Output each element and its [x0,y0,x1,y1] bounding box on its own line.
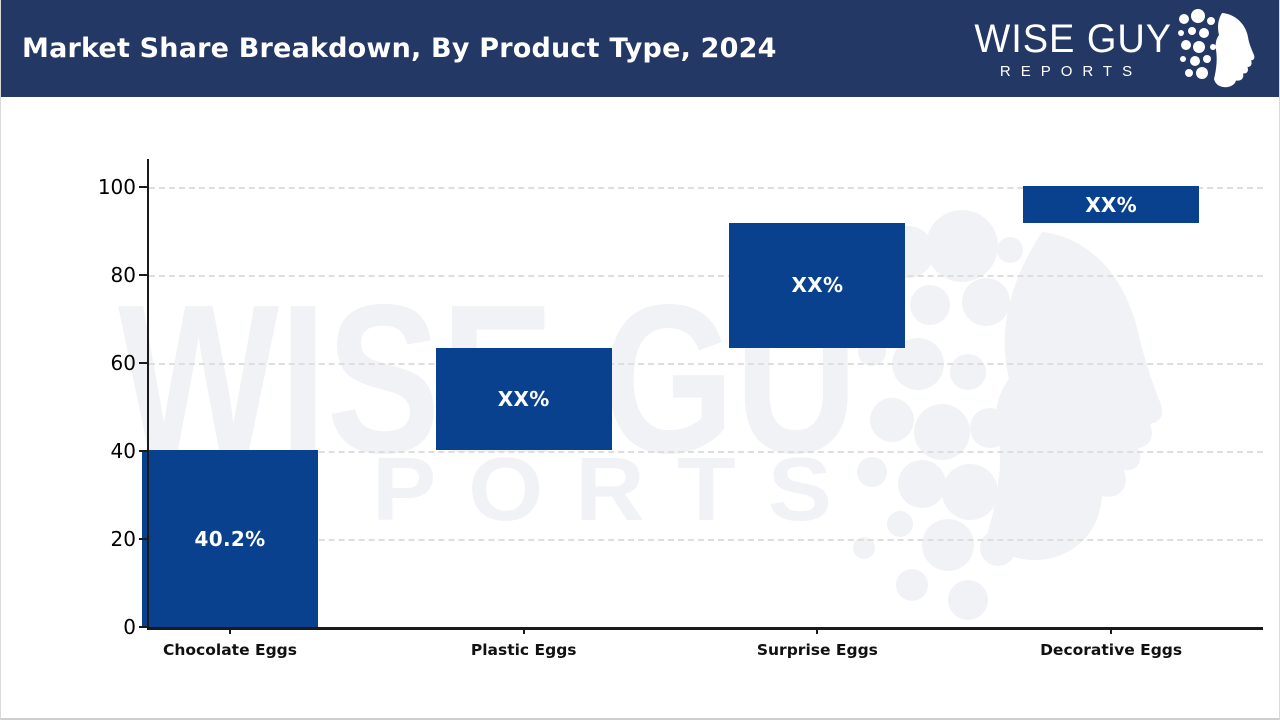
y-tick-label: 80 [110,263,136,287]
y-tick-mark [139,626,147,628]
logo-line2: REPORTS [999,62,1143,80]
y-tick-mark [139,362,147,364]
x-tick-mark [522,627,525,634]
x-tick-mark [229,627,231,634]
bar-value-label: 40.2% [194,526,266,551]
bar-chocolate-eggs: 40.2% [142,450,318,627]
y-tick-label: 100 [97,175,136,199]
x-tick-label: Plastic Eggs [470,641,577,659]
logo-wordmark: WISE GUY REPORTS [964,19,1172,79]
gridline-60 [149,363,1263,365]
y-tick-mark [139,538,147,540]
y-tick-label: 40 [110,439,136,463]
x-tick-mark [816,627,819,634]
wiseguy-face-icon [1178,8,1255,87]
wiseguy-logo: WISE GUY REPORTS [964,8,1260,89]
y-tick-mark [139,186,147,188]
logo-line1: WISE GUY [974,16,1172,61]
x-axis-spine [147,627,1263,630]
watermark-line2: PORTS [372,440,864,540]
bar-surprise-eggs: XX% [729,223,906,348]
x-tick-mark [1110,627,1113,634]
x-tick-label: Surprise Eggs [756,641,878,659]
y-axis-spine [147,159,149,629]
y-tick-mark [139,450,147,452]
bar-value-label: XX% [1085,192,1137,217]
x-tick-label: Decorative Eggs [1040,641,1183,659]
page-title: Market Share Breakdown, By Product Type,… [22,33,777,64]
header: Market Share Breakdown, By Product Type,… [0,0,1280,97]
y-tick-label: 0 [123,615,136,639]
y-tick-label: 20 [110,527,136,551]
x-tick-label: Chocolate Eggs [163,641,297,659]
gridline-100 [149,187,1263,189]
bar-value-label: XX% [497,386,550,411]
gridline-40 [149,451,1263,453]
bar-plastic-eggs: XX% [435,347,612,451]
y-tick-label: 60 [110,351,136,375]
gridline-20 [149,539,1263,541]
plot-area: WISE GU PORTS 0 20 40 60 80 100 40.2% Chocolate… [0,97,1280,720]
gridline-80 [149,275,1263,277]
y-tick-mark [139,274,147,276]
bar-decorative-eggs: XX% [1023,186,1200,224]
bar-value-label: XX% [791,273,844,298]
